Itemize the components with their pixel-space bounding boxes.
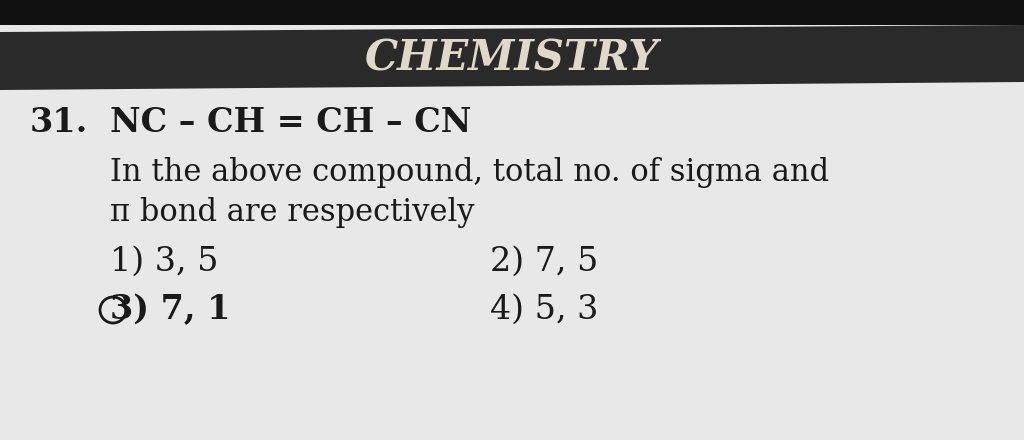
Text: 1) 3, 5: 1) 3, 5 xyxy=(110,246,218,278)
Text: π bond are respectively: π bond are respectively xyxy=(110,197,474,227)
Polygon shape xyxy=(0,25,1024,90)
Text: 31.: 31. xyxy=(30,106,88,139)
Text: 4) 5, 3: 4) 5, 3 xyxy=(490,294,598,326)
Text: CHEMISTRY: CHEMISTRY xyxy=(365,37,659,79)
Text: 2) 7, 5: 2) 7, 5 xyxy=(490,246,598,278)
Polygon shape xyxy=(0,0,1024,25)
Text: In the above compound, total no. of sigma and: In the above compound, total no. of sigm… xyxy=(110,157,829,187)
Text: NC – CH = CH – CN: NC – CH = CH – CN xyxy=(110,106,471,139)
Text: 3) 7, 1: 3) 7, 1 xyxy=(110,293,230,326)
